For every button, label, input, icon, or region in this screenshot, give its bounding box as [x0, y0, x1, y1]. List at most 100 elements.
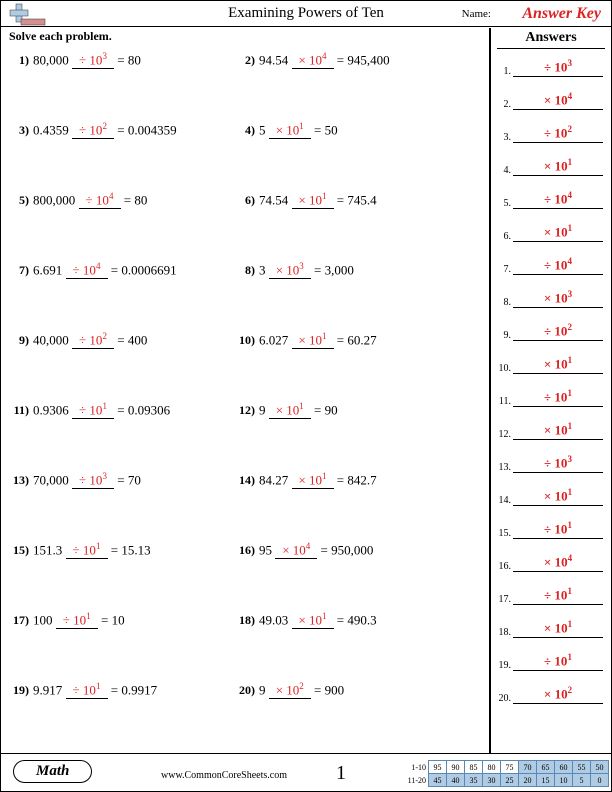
- problem-rhs: = 80: [121, 192, 148, 207]
- answer-value: × 101: [513, 157, 603, 176]
- answer-number: 4.: [495, 165, 511, 176]
- answer-value: ÷ 102: [513, 322, 603, 341]
- score-grid: 1-1095908580757065605550 11-204540353025…: [405, 760, 610, 787]
- answer-number: 7.: [495, 264, 511, 275]
- answers-panel: Answers 1.÷ 1032.× 1043.÷ 1024.× 1015.÷ …: [489, 28, 611, 754]
- problem-lhs: 9: [259, 682, 269, 697]
- problem-blank: × 101: [292, 331, 334, 349]
- problem-number: 10): [235, 333, 255, 348]
- problem-lhs: 9.917: [33, 682, 66, 697]
- answer-row: 16.× 104: [495, 550, 603, 572]
- answer-row: 11.÷ 101: [495, 385, 603, 407]
- score-cell: 95: [429, 761, 447, 774]
- problem-blank: ÷ 103: [72, 471, 114, 489]
- answer-row: 1.÷ 103: [495, 55, 603, 77]
- answer-value: × 103: [513, 289, 603, 308]
- problem-lhs: 94.54: [259, 52, 292, 67]
- answer-value: × 101: [513, 223, 603, 242]
- problem-number: 9): [9, 333, 29, 348]
- problem-blank: × 101: [269, 121, 311, 139]
- score-cell: 70: [519, 761, 537, 774]
- problem: 4)5 × 101 = 50: [235, 121, 338, 139]
- answer-value: × 104: [513, 553, 603, 572]
- problem-lhs: 151.3: [33, 542, 66, 557]
- problem-number: 4): [235, 123, 255, 138]
- problem-number: 7): [9, 263, 29, 278]
- answer-value: × 104: [513, 91, 603, 110]
- score-cell: 40: [447, 774, 465, 787]
- answer-number: 14.: [495, 495, 511, 506]
- answer-number: 10.: [495, 363, 511, 374]
- answer-number: 8.: [495, 297, 511, 308]
- problem-blank: ÷ 101: [66, 541, 108, 559]
- answer-number: 6.: [495, 231, 511, 242]
- footer-url: www.CommonCoreSheets.com: [161, 770, 287, 781]
- score-cell: 80: [483, 761, 501, 774]
- problem-rhs: = 950,000: [317, 542, 373, 557]
- problem-blank: × 102: [269, 681, 311, 699]
- problem: 6)74.54 × 101 = 745.4: [235, 191, 377, 209]
- problem-lhs: 6.027: [259, 332, 292, 347]
- problem-blank: ÷ 104: [66, 261, 108, 279]
- problem-blank: × 101: [292, 191, 334, 209]
- answer-number: 1.: [495, 66, 511, 77]
- answer-value: × 101: [513, 619, 603, 638]
- problem: 2)94.54 × 104 = 945,400: [235, 51, 390, 69]
- problem-rhs: = 50: [311, 122, 338, 137]
- problem-number: 12): [235, 403, 255, 418]
- problem-number: 11): [9, 403, 29, 418]
- problem-number: 18): [235, 613, 255, 628]
- score-cell: 0: [591, 774, 609, 787]
- problem: 7)6.691 ÷ 104 = 0.0006691: [9, 261, 177, 279]
- problem-blank: ÷ 101: [66, 681, 108, 699]
- problem-rhs: = 70: [114, 472, 141, 487]
- score-cell: 25: [501, 774, 519, 787]
- answer-number: 9.: [495, 330, 511, 341]
- score-cell: 90: [447, 761, 465, 774]
- worksheet-page: Examining Powers of Ten Name: Answer Key…: [0, 0, 612, 792]
- problem-lhs: 100: [33, 612, 56, 627]
- answer-number: 3.: [495, 132, 511, 143]
- score-cell: 65: [537, 761, 555, 774]
- problem-lhs: 0.9306: [33, 402, 72, 417]
- answer-row: 10.× 101: [495, 352, 603, 374]
- problem-blank: ÷ 101: [72, 401, 114, 419]
- answer-value: × 101: [513, 355, 603, 374]
- worksheet-title: Examining Powers of Ten: [1, 5, 611, 22]
- problem: 19)9.917 ÷ 101 = 0.9917: [9, 681, 157, 699]
- problem-number: 8): [235, 263, 255, 278]
- answer-row: 15.÷ 101: [495, 517, 603, 539]
- problem-rhs: = 490.3: [334, 612, 377, 627]
- problem-lhs: 3: [259, 262, 269, 277]
- score-cell: 45: [429, 774, 447, 787]
- score-range-label: 11-20: [405, 774, 429, 787]
- name-label: Name:: [462, 8, 491, 20]
- problem-lhs: 9: [259, 402, 269, 417]
- score-cell: 30: [483, 774, 501, 787]
- answer-row: 17.÷ 101: [495, 583, 603, 605]
- answer-number: 17.: [495, 594, 511, 605]
- problem-number: 5): [9, 193, 29, 208]
- answer-number: 16.: [495, 561, 511, 572]
- score-cell: 5: [573, 774, 591, 787]
- score-cell: 10: [555, 774, 573, 787]
- problem-rhs: = 0.09306: [114, 402, 170, 417]
- problem-lhs: 40,000: [33, 332, 72, 347]
- problem: 18)49.03 × 101 = 490.3: [235, 611, 377, 629]
- problem: 8)3 × 103 = 3,000: [235, 261, 354, 279]
- page-number: 1: [336, 762, 346, 785]
- answer-number: 20.: [495, 693, 511, 704]
- problem-blank: × 104: [275, 541, 317, 559]
- answer-value: ÷ 101: [513, 520, 603, 539]
- instruction-text: Solve each problem.: [9, 29, 112, 44]
- answer-number: 15.: [495, 528, 511, 539]
- answer-value: ÷ 104: [513, 190, 603, 209]
- problem-blank: ÷ 101: [56, 611, 98, 629]
- problem-rhs: = 945,400: [334, 52, 390, 67]
- problem-number: 17): [9, 613, 29, 628]
- answer-row: 2.× 104: [495, 88, 603, 110]
- answer-value: ÷ 103: [513, 58, 603, 77]
- problem: 20)9 × 102 = 900: [235, 681, 344, 699]
- problem-lhs: 80,000: [33, 52, 72, 67]
- problem-number: 16): [235, 543, 255, 558]
